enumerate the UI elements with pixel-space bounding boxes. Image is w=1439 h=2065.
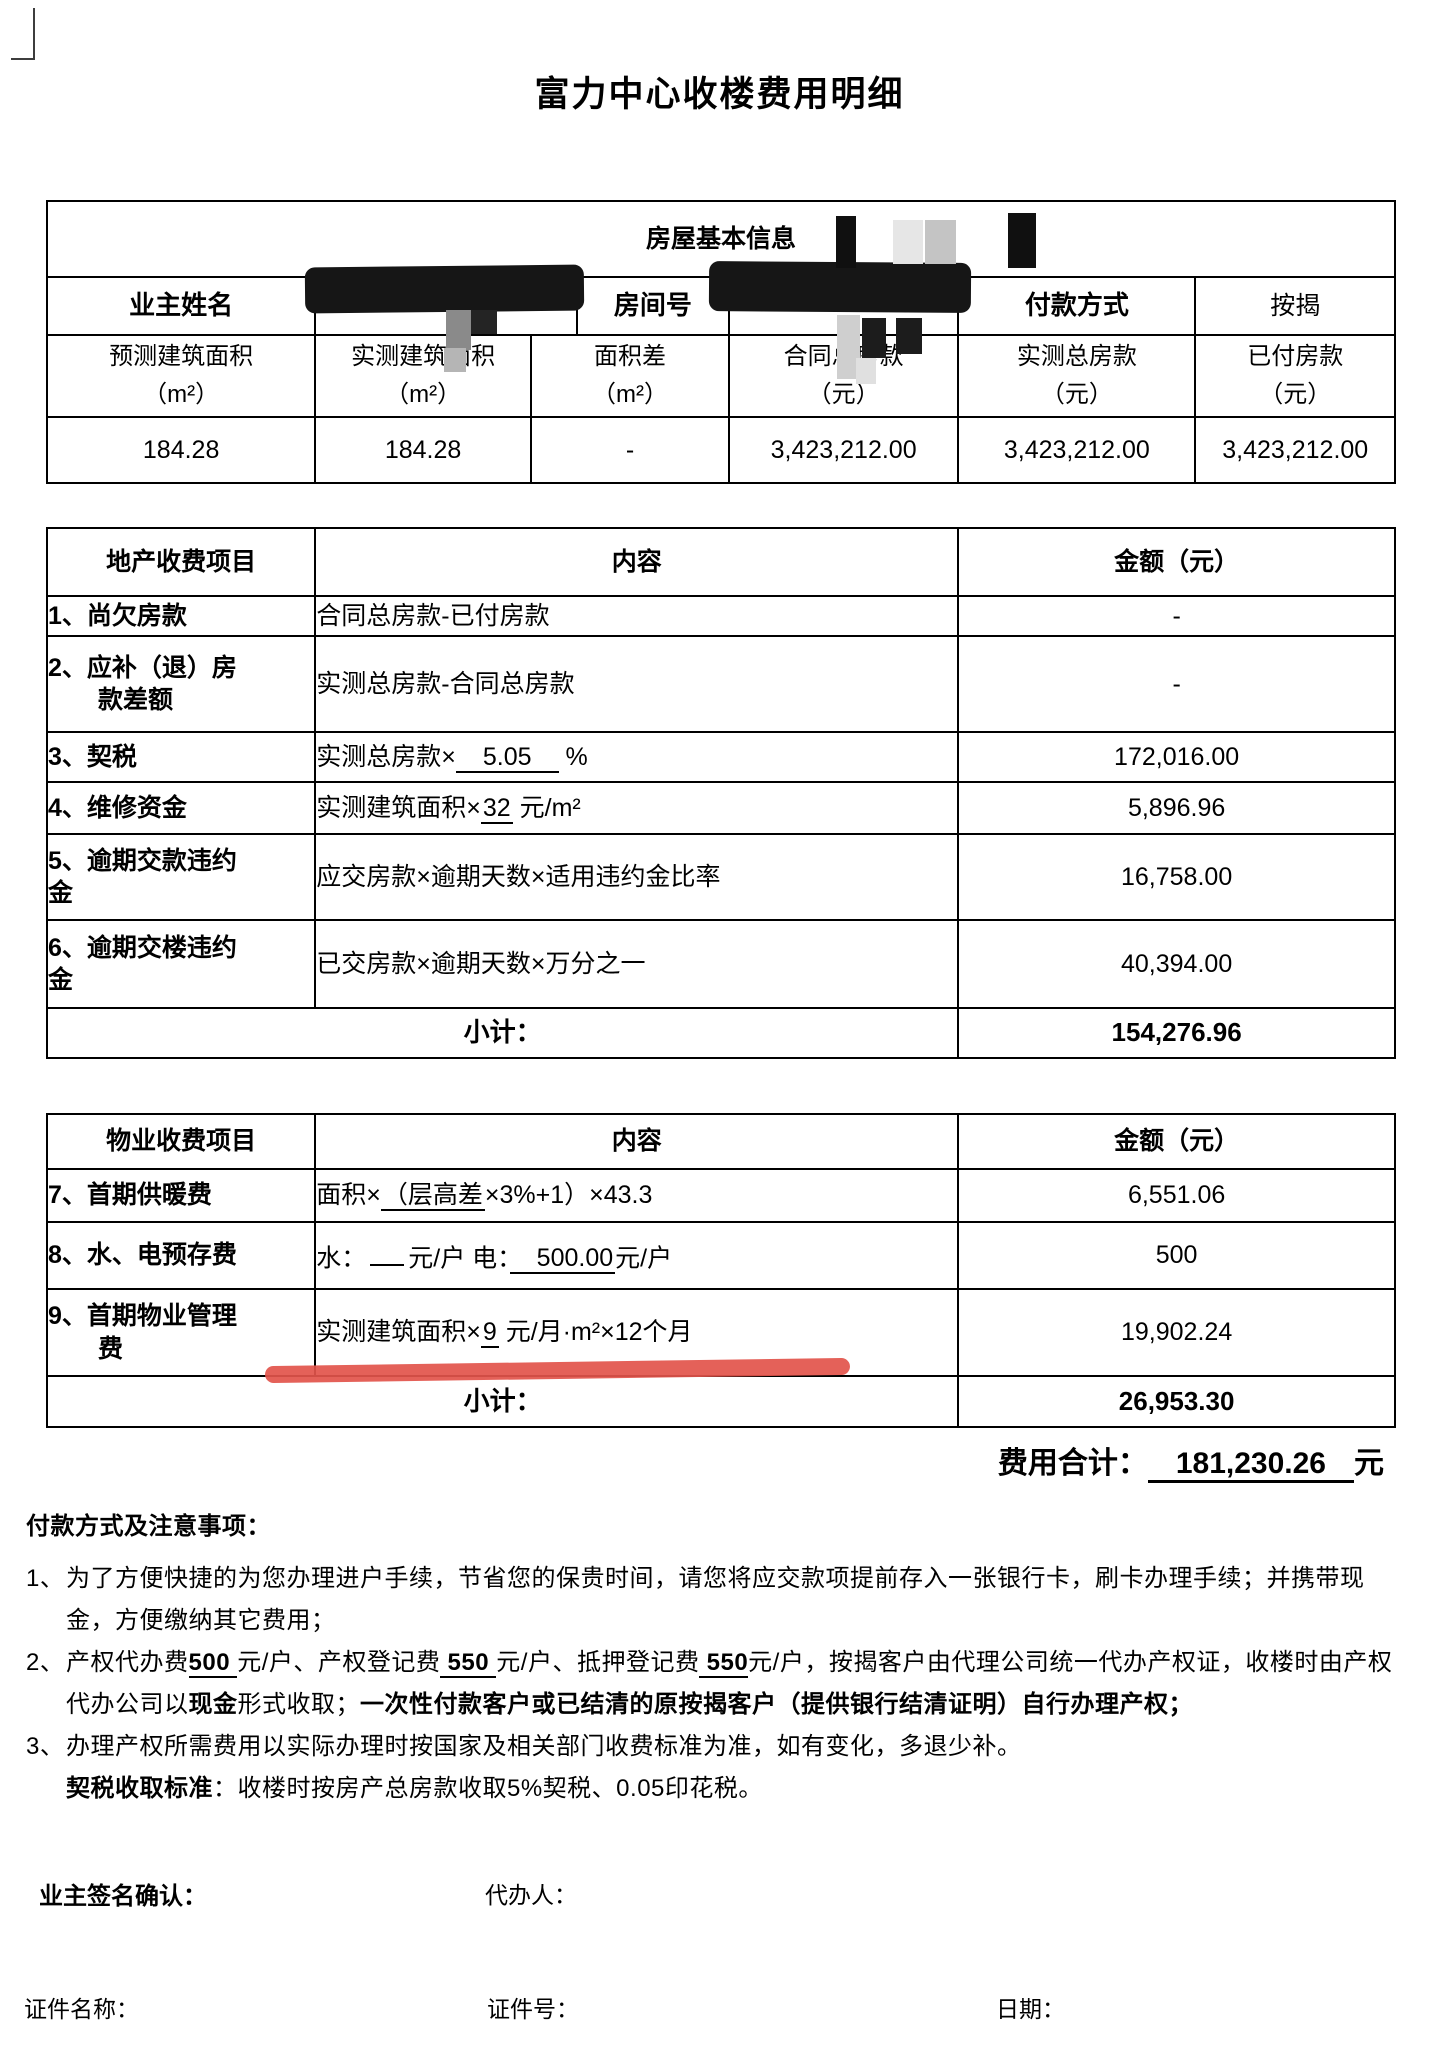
fee-content-8: 水： 元/户 电： 500.00元/户 [314, 1221, 960, 1290]
estate-subtotal-amount: 154,276.96 [957, 1007, 1396, 1059]
estate-fees-table: 地产收费项目 内容 金额（元） 1、尚欠房款 合同总房款-已付房款 - 2、应补… [45, 527, 1396, 1059]
redaction-smudge [444, 348, 466, 372]
page-corner-mark [11, 8, 35, 60]
grand-total-line: 费用合计： 181,230.26 元 [997, 1438, 1384, 1483]
note-item-2: 2、 产权代办费500 元/户、产权登记费 550 元/户、抵押登记费 550元… [26, 1649, 1393, 1718]
date-label: 日期： [996, 1996, 1065, 2022]
note-item-1: 1、 为了方便快捷的为您办理进户手续，节省您的保贵时间，请您将应交款项提前存入一… [26, 1565, 1365, 1634]
fee-content-7: 面积×（层高差×3%+1）×43.3 [314, 1168, 960, 1223]
fee-amount-8: 500 [957, 1221, 1396, 1290]
fee-content-2: 实测总房款-合同总房款 [314, 635, 960, 733]
property-header-item: 物业收费项目 [45, 1113, 317, 1170]
col-header-measured-area: 实测建筑面积 （m²） [314, 334, 532, 418]
fee-label-3: 3、契税 [45, 731, 317, 783]
document-title: 富力中心收楼费用明细 [534, 75, 905, 114]
fee-amount-7: 6,551.06 [957, 1168, 1396, 1223]
value-contract-price: 3,423,212.00 [728, 416, 960, 484]
col-header-forecast-area: 预测建筑面积 （m²） [45, 334, 317, 418]
col-header-area-diff: 面积差 （m²） [529, 334, 731, 418]
redaction-smudge [1008, 213, 1036, 268]
redaction-smudge [471, 310, 497, 334]
fee-amount-9: 19,902.24 [957, 1288, 1396, 1377]
table-row: 4、维修资金 实测建筑面积×32 元/m² 5,896.96 [45, 781, 1396, 835]
property-fees-table: 物业收费项目 内容 金额（元） 7、首期供暖费 面积×（层高差×3%+1）×43… [45, 1113, 1396, 1428]
fee-amount-6: 40,394.00 [957, 919, 1396, 1009]
fee-label-6: 6、逾期交楼违约 金 [45, 919, 317, 1009]
fee-label-1: 1、尚欠房款 [45, 595, 317, 637]
value-area-diff: - [529, 416, 731, 484]
basic-info-table: 房屋基本信息 业主姓名 房间号 付款方式 按揭 预测建筑面积 （m²） 实测建筑… [45, 200, 1396, 484]
redaction-smudge [837, 315, 860, 379]
tax-standard-note: 契税收取标准：收楼时按房产总房款收取5%契税、0.05印花税。 [66, 1775, 763, 1802]
table-row: 1、尚欠房款 合同总房款-已付房款 - [45, 595, 1396, 637]
notes-title: 付款方式及注意事项： [26, 1513, 271, 1540]
grand-total-label: 费用合计： [997, 1447, 1148, 1480]
owner-signature-label: 业主签名确认： [39, 1883, 207, 1910]
payment-method-value: 按揭 [1194, 276, 1396, 336]
table-row: 7、首期供暖费 面积×（层高差×3%+1）×43.3 6,551.06 [45, 1168, 1396, 1223]
table-row: 8、水、电预存费 水： 元/户 电： 500.00元/户 500 [45, 1221, 1396, 1290]
owner-name-label: 业主姓名 [45, 276, 317, 336]
table-row: 3、契税 实测总房款× 5.05 % 172,016.00 [45, 731, 1396, 783]
col-header-measured-price: 实测总房款 （元） [957, 334, 1197, 418]
fee-label-9: 9、首期物业管理 费 [45, 1288, 317, 1377]
value-measured-price: 3,423,212.00 [957, 416, 1197, 484]
redaction-smudge [836, 216, 856, 268]
estate-header-amount: 金额（元） [957, 527, 1396, 597]
property-subtotal-amount: 26,953.30 [957, 1375, 1396, 1428]
fee-amount-2: - [957, 635, 1396, 733]
room-number-label: 房间号 [575, 276, 731, 336]
value-measured-area: 184.28 [314, 416, 532, 484]
blank-underline [370, 1237, 405, 1266]
fee-label-2: 2、应补（退）房 款差额 [45, 635, 317, 733]
fee-content-3: 实测总房款× 5.05 % [314, 731, 960, 783]
redaction-bar-room-number [708, 261, 972, 313]
table-row: 6、逾期交楼违约 金 已交房款×逾期天数×万分之一 40,394.00 [45, 919, 1396, 1009]
fee-content-6: 已交房款×逾期天数×万分之一 [314, 919, 960, 1009]
table-row: 9、首期物业管理 费 实测建筑面积×9 元/月·m²×12个月 19,902.2… [45, 1288, 1396, 1377]
fee-label-8: 8、水、电预存费 [45, 1221, 317, 1290]
grand-total-unit: 元 [1354, 1447, 1384, 1480]
fee-content-5: 应交房款×逾期天数×适用违约金比率 [314, 833, 960, 921]
payment-method-label: 付款方式 [957, 276, 1197, 336]
fee-amount-1: - [957, 595, 1396, 637]
redaction-smudge [446, 310, 471, 350]
fee-content-4: 实测建筑面积×32 元/m² [314, 781, 960, 835]
property-subtotal-row: 小计： 26,953.30 [45, 1375, 1396, 1428]
table-row: 2、应补（退）房 款差额 实测总房款-合同总房款 - [45, 635, 1396, 733]
fee-amount-3: 172,016.00 [957, 731, 1396, 783]
value-forecast-area: 184.28 [45, 416, 317, 484]
notes-section: 付款方式及注意事项： 1、 为了方便快捷的为您办理进户手续，节省您的保贵时间，请… [26, 1506, 1410, 1810]
doc-name-label: 证件名称： [24, 1996, 139, 2022]
redaction-smudge [893, 220, 923, 264]
estate-header-content: 内容 [314, 527, 960, 597]
fee-label-7: 7、首期供暖费 [45, 1168, 317, 1223]
redaction-bar-owner-name [304, 264, 585, 314]
property-header-content: 内容 [314, 1113, 960, 1170]
redaction-smudge [856, 358, 876, 384]
fee-amount-5: 16,758.00 [957, 833, 1396, 921]
col-header-paid-amount: 已付房款 （元） [1194, 334, 1396, 418]
property-subtotal-label: 小计： [45, 1375, 960, 1428]
redaction-smudge [862, 318, 886, 358]
table-row: 5、逾期交款违约 金 应交房款×逾期天数×适用违约金比率 16,758.00 [45, 833, 1396, 921]
estate-subtotal-label: 小计： [45, 1007, 960, 1059]
note-item-3: 3、 办理产权所需费用以实际办理时按国家及相关部门收费标准为准，如有变化，多退少… [26, 1733, 1022, 1760]
doc-number-label: 证件号： [487, 1996, 579, 2022]
redaction-smudge [896, 318, 922, 354]
value-paid-amount: 3,423,212.00 [1194, 416, 1396, 484]
redaction-smudge [925, 220, 956, 264]
fee-label-4: 4、维修资金 [45, 781, 317, 835]
signature-row-1: 业主签名确认： 代办人： [0, 1876, 1439, 1916]
grand-total-value: 181,230.26 [1147, 1447, 1354, 1483]
fee-content-1: 合同总房款-已付房款 [314, 595, 960, 637]
agent-label: 代办人： [485, 1882, 577, 1908]
property-header-amount: 金额（元） [957, 1113, 1396, 1170]
estate-header-item: 地产收费项目 [45, 527, 317, 597]
fee-label-5: 5、逾期交款违约 金 [45, 833, 317, 921]
signature-row-2: 证件名称： 证件号： 日期： [0, 1990, 1439, 2030]
estate-subtotal-row: 小计： 154,276.96 [45, 1007, 1396, 1059]
fee-amount-4: 5,896.96 [957, 781, 1396, 835]
